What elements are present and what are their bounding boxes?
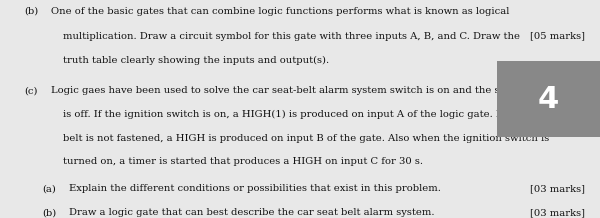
Text: One of the basic gates that can combine logic functions performs what is known a: One of the basic gates that can combine …	[51, 7, 509, 15]
Text: (c): (c)	[24, 86, 37, 95]
Text: 4: 4	[538, 85, 559, 114]
Text: belt is not fastened, a HIGH is produced on input B of the gate. Also when the i: belt is not fastened, a HIGH is produced…	[63, 134, 549, 143]
Text: Explain the different conditions or possibilities that exist in this problem.: Explain the different conditions or poss…	[69, 184, 441, 193]
Text: Draw a logic gate that can best describe the car seat belt alarm system.: Draw a logic gate that can best describe…	[69, 208, 434, 217]
Text: [03 marks]: [03 marks]	[530, 208, 585, 217]
FancyBboxPatch shape	[497, 61, 600, 137]
Text: turned on, a timer is started that produces a HIGH on input C for 30 s.: turned on, a timer is started that produ…	[63, 157, 423, 166]
Text: (b): (b)	[42, 208, 56, 217]
Text: [03 marks]: [03 marks]	[530, 184, 585, 193]
Text: Logic gaes have been used to solve the car seat-belt alarm system switch is on a: Logic gaes have been used to solve the c…	[51, 86, 538, 95]
Text: truth table clearly showing the inputs and output(s).: truth table clearly showing the inputs a…	[63, 56, 329, 65]
Text: multiplication. Draw a circuit symbol for this gate with three inputs A, B, and : multiplication. Draw a circuit symbol fo…	[63, 32, 520, 41]
Text: (a): (a)	[42, 184, 56, 193]
Text: [05 marks]: [05 marks]	[530, 32, 585, 41]
Text: (b): (b)	[24, 7, 38, 15]
Text: is off. If the ignition switch is on, a HIGH(1) is produced on input A of the lo: is off. If the ignition switch is on, a …	[63, 110, 547, 119]
